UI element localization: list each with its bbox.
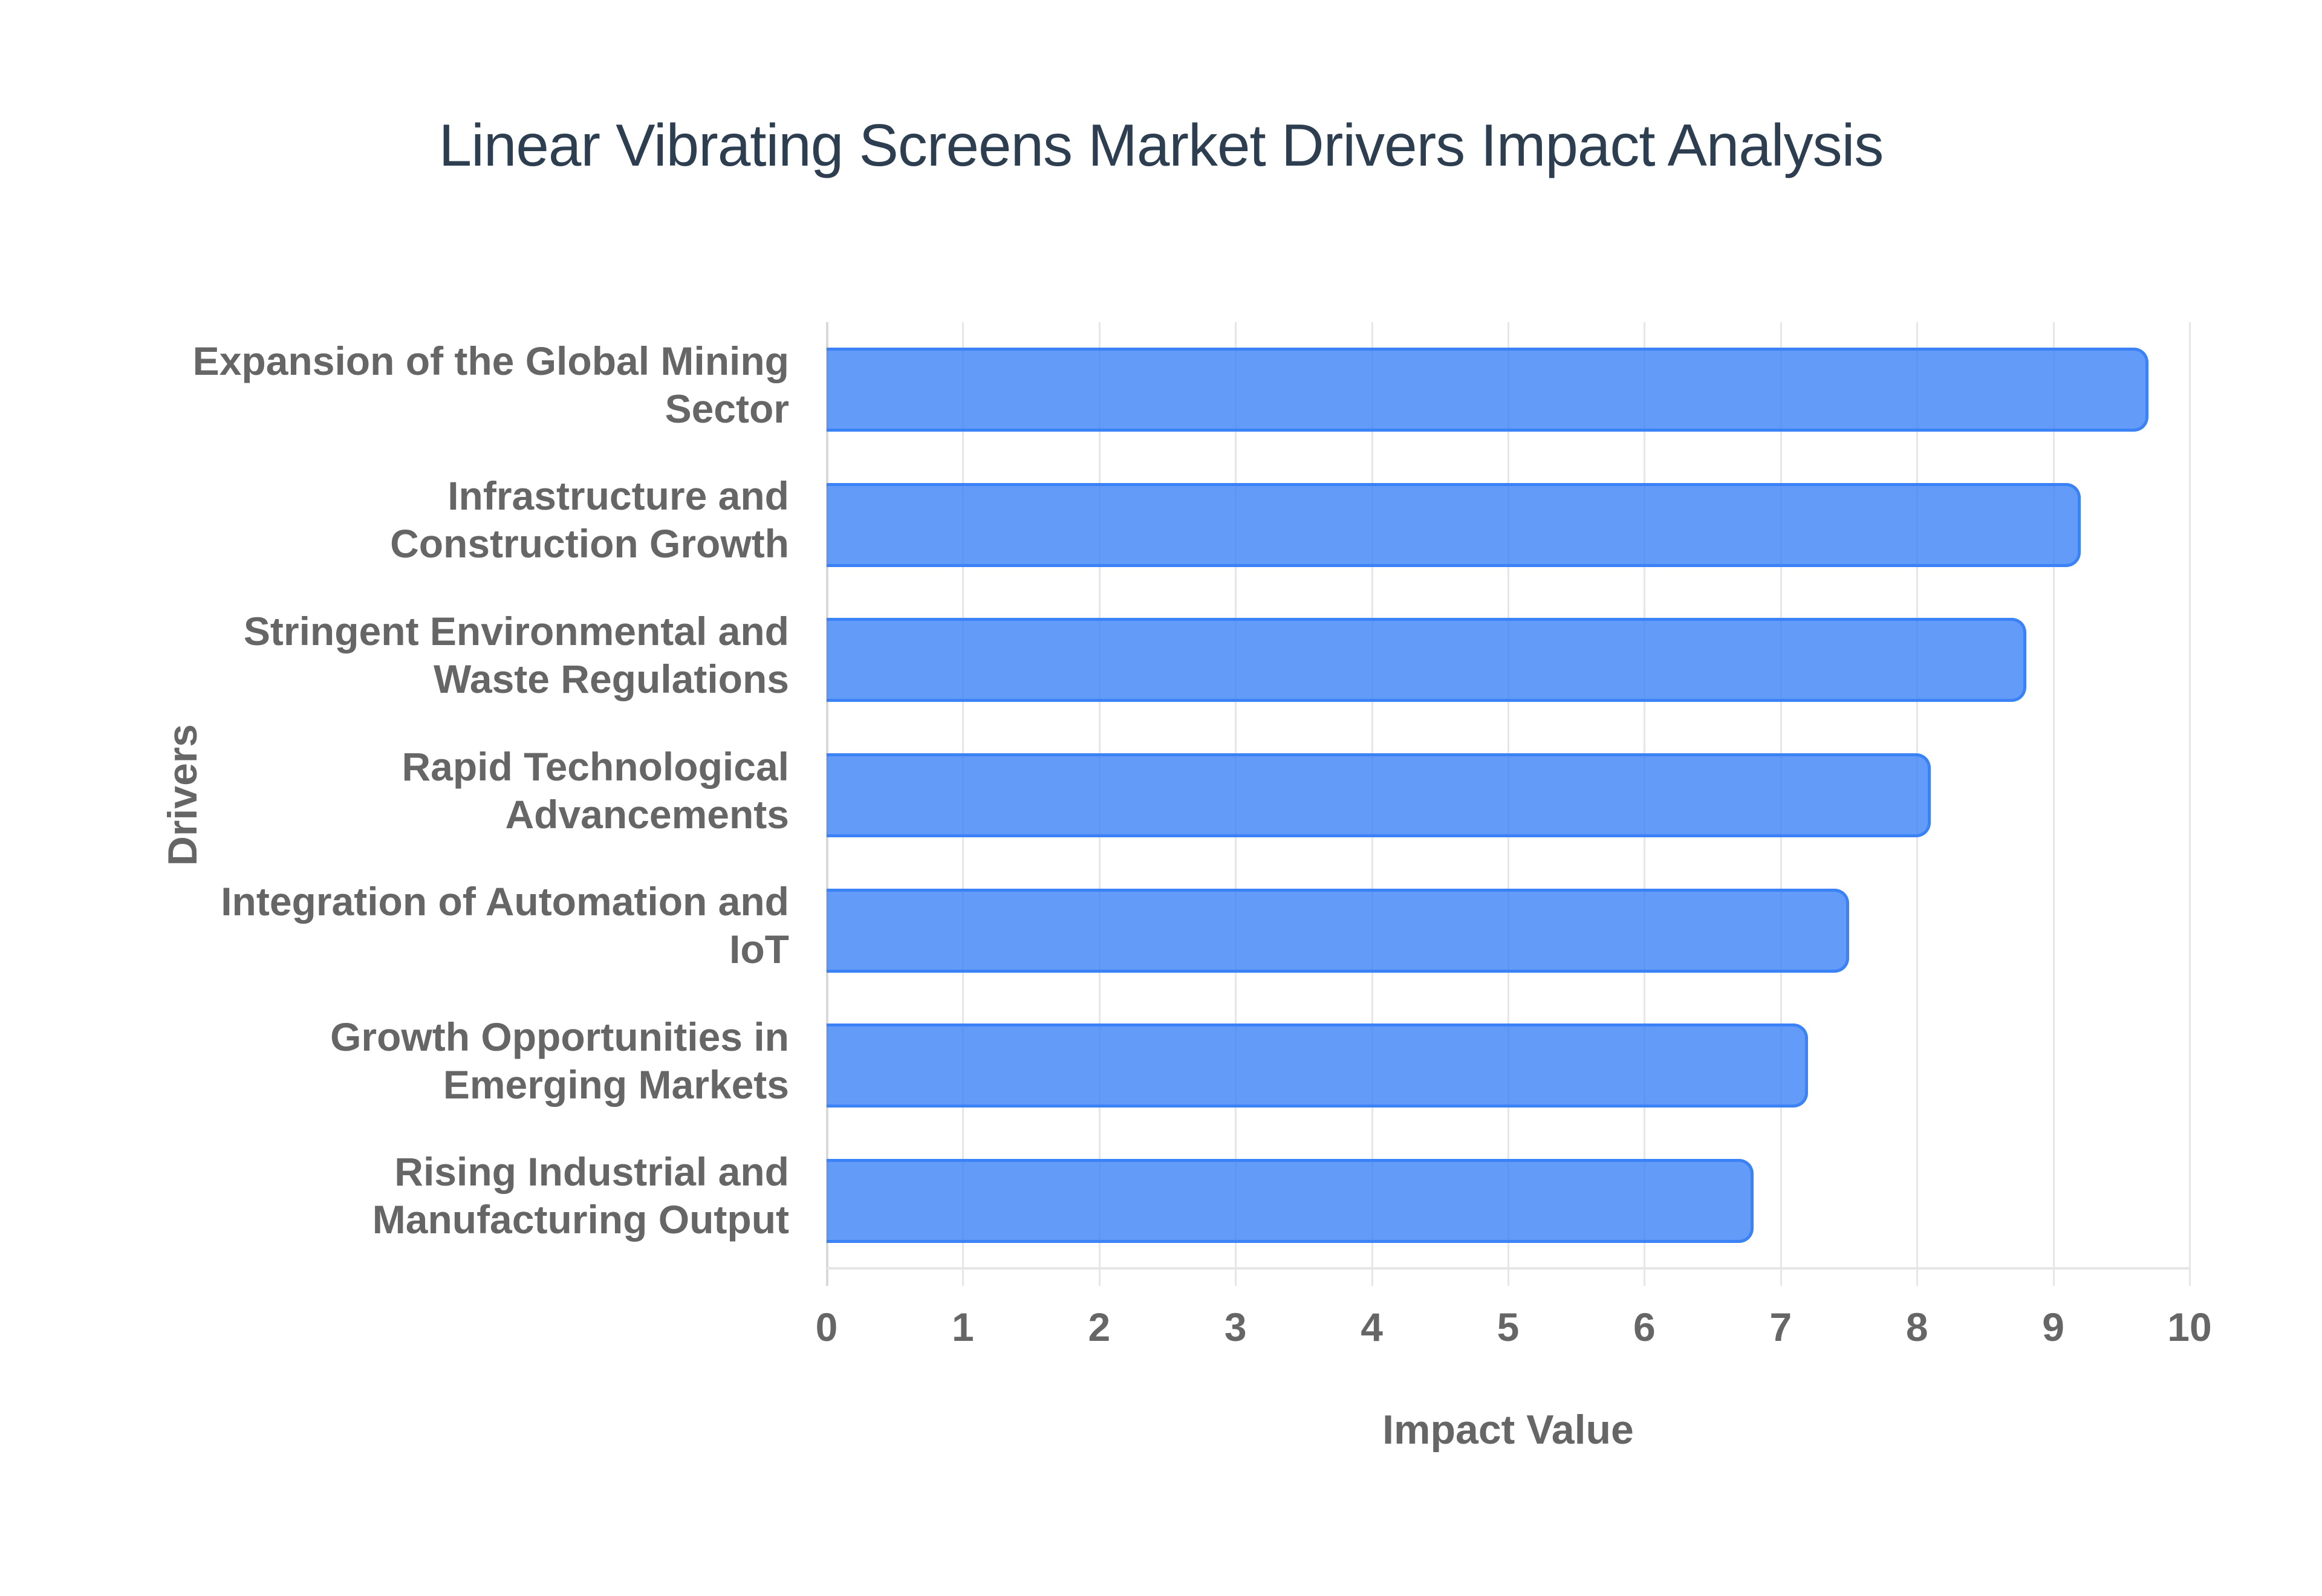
chart-title: Linear Vibrating Screens Market Drivers … <box>438 112 1884 178</box>
bar[interactable] <box>827 348 2149 432</box>
y-tick-label: Growth Opportunities in Emerging Markets <box>330 1014 789 1107</box>
bar[interactable] <box>827 753 1931 837</box>
bar[interactable] <box>827 482 2081 567</box>
x-tick-label: 5 <box>1497 1305 1520 1349</box>
x-tick-label: 2 <box>1088 1305 1111 1349</box>
y-tick-label: Stringent Environmental and Waste Regula… <box>243 608 789 701</box>
x-tick-label: 6 <box>1633 1305 1656 1349</box>
x-tick-label: 4 <box>1361 1305 1383 1349</box>
plot-area <box>826 322 2191 1286</box>
gridline <box>2052 322 2055 1286</box>
bar[interactable] <box>827 1023 1808 1108</box>
x-tick-label: 8 <box>1905 1305 1928 1349</box>
x-axis-line <box>827 1267 2191 1270</box>
x-tick-label: 1 <box>952 1305 974 1349</box>
bar[interactable] <box>827 1158 1754 1243</box>
gridline <box>2189 322 2191 1286</box>
y-tick-label: Integration of Automation and IoT <box>221 879 789 972</box>
x-axis-title: Impact Value <box>1382 1407 1634 1453</box>
x-tick-label: 3 <box>1224 1305 1247 1349</box>
x-tick-label: 0 <box>815 1305 838 1349</box>
y-tick-label: Expansion of the Global Mining Sector <box>192 338 789 431</box>
y-tick-label: Infrastructure and Construction Growth <box>390 473 789 566</box>
x-tick-label: 7 <box>1769 1305 1792 1349</box>
bar[interactable] <box>827 618 2026 702</box>
y-tick-label: Rapid Technological Advancements <box>402 744 789 837</box>
bar[interactable] <box>827 888 1849 973</box>
x-tick-label: 10 <box>2167 1305 2212 1349</box>
x-tick-label: 9 <box>2042 1305 2064 1349</box>
y-tick-label: Rising Industrial and Manufacturing Outp… <box>372 1149 789 1242</box>
